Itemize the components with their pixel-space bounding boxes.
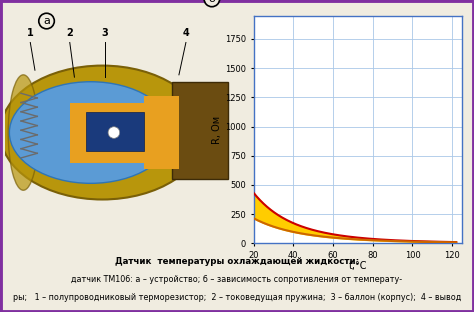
FancyBboxPatch shape [86,112,144,151]
Text: Датчик  температуры охлаждающей жидкости:: Датчик температуры охлаждающей жидкости: [115,257,359,266]
Text: 1: 1 [27,27,34,37]
FancyBboxPatch shape [70,103,158,163]
FancyBboxPatch shape [172,82,228,179]
Ellipse shape [9,82,172,183]
Text: 3: 3 [101,27,108,37]
Text: 2: 2 [66,27,73,37]
Text: датчик ТМ106: а – устройство; б – зависимость сопротивления от температу-: датчик ТМ106: а – устройство; б – зависи… [72,275,402,284]
Circle shape [108,127,120,138]
X-axis label: t,°C: t,°C [348,261,367,271]
Text: б: б [209,0,215,4]
Text: а: а [43,16,50,26]
Text: 4: 4 [182,27,189,37]
Ellipse shape [8,75,38,190]
Text: ры;   1 – полупроводниковый терморезистор;  2 – токоведущая пружина;  3 – баллон: ры; 1 – полупроводниковый терморезистор;… [13,293,461,302]
FancyBboxPatch shape [144,95,179,169]
Ellipse shape [0,66,204,199]
Y-axis label: R, Ом: R, Ом [212,115,222,144]
